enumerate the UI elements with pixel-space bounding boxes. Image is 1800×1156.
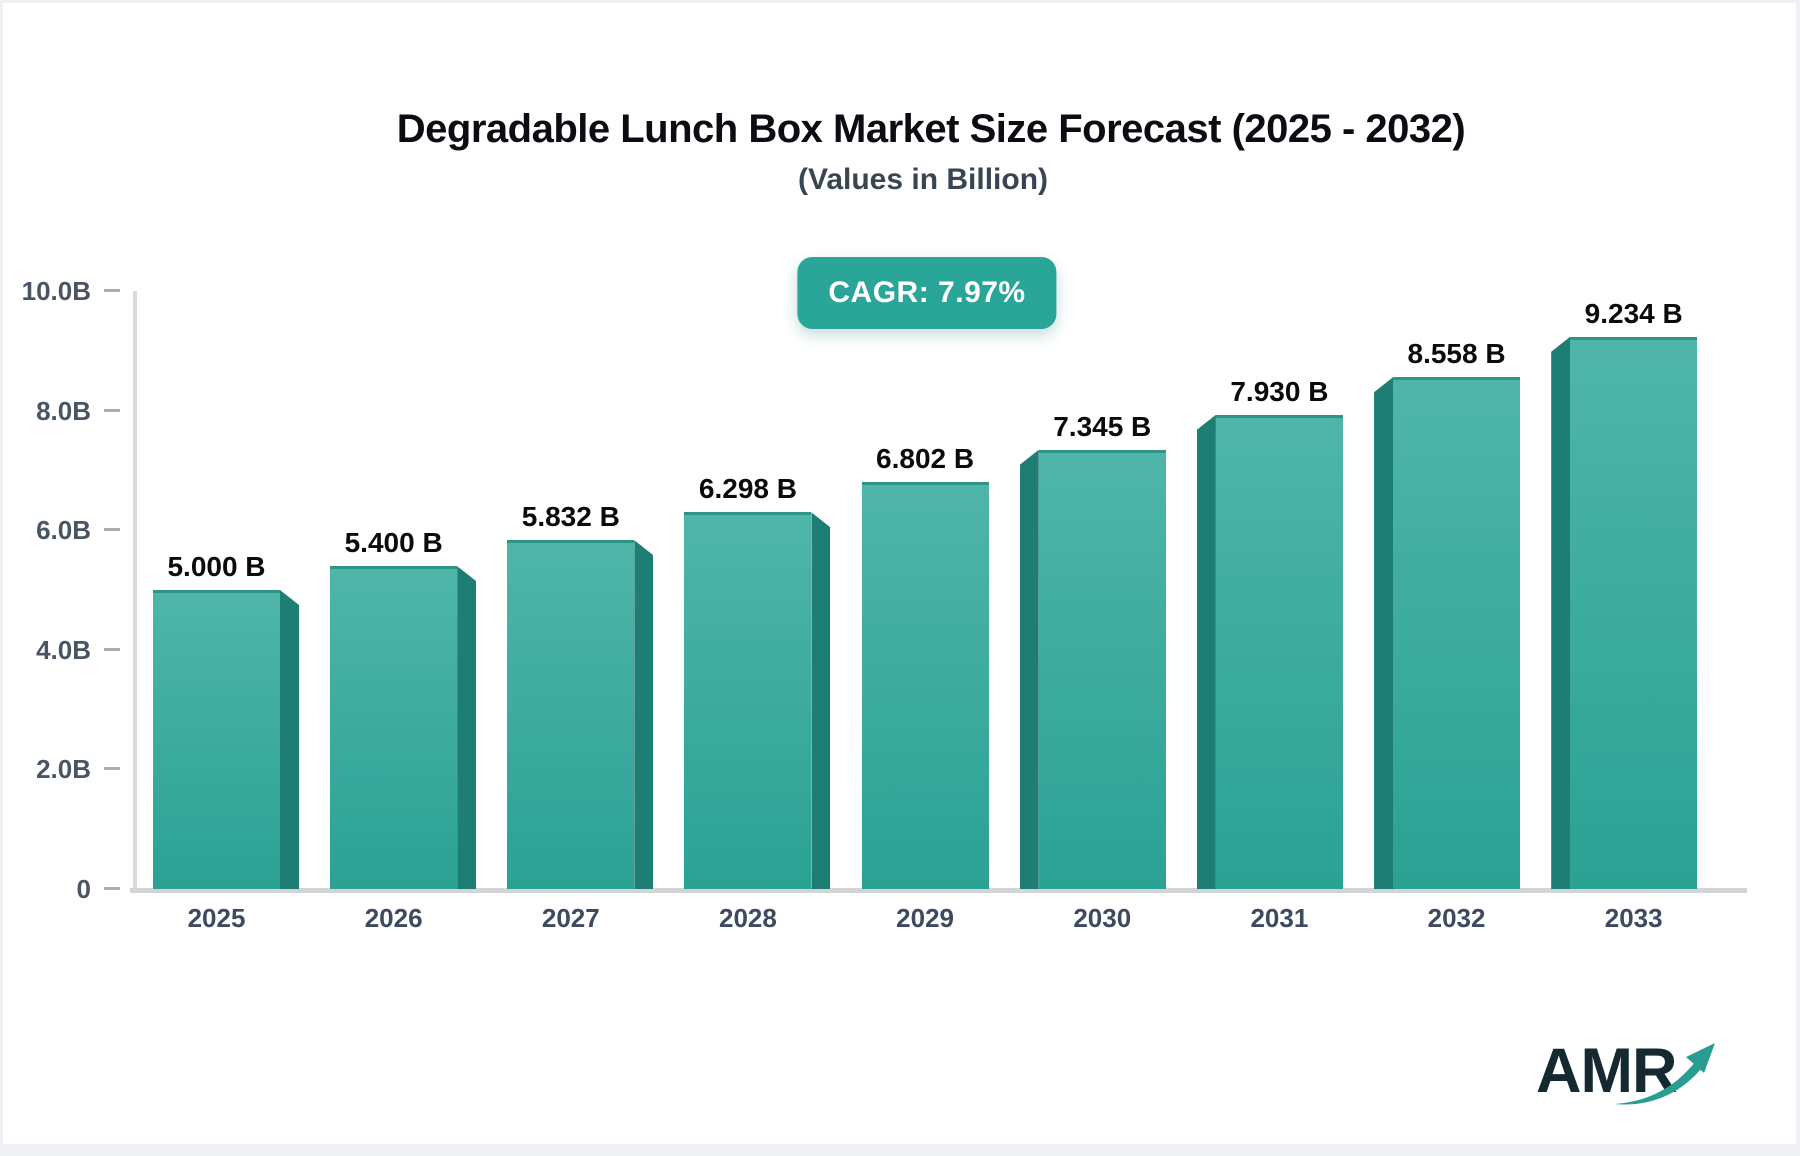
- bar-2029[interactable]: [861, 482, 989, 889]
- y-tick-mark: [104, 408, 120, 412]
- bar-2033[interactable]: [1570, 336, 1698, 889]
- bar-value-label-2026: 5.400 B: [344, 527, 443, 559]
- y-tick-label-10.0B: 10.0B: [21, 276, 91, 306]
- bar-2031[interactable]: [1215, 414, 1343, 889]
- chart-subtitle: (Values in Billion): [797, 163, 1049, 196]
- cagr-label: CAGR: 7.97%: [828, 276, 1026, 309]
- x-axis-label-2026: 2026: [364, 903, 423, 933]
- x-axis-line: [130, 888, 1747, 893]
- amr-logo: AMR: [1536, 1035, 1716, 1110]
- y-tick-label-0: 0: [76, 874, 91, 904]
- bar-side-face: [1374, 377, 1394, 889]
- x-axis-label-2028: 2028: [719, 903, 777, 933]
- arrow-swoosh: [1614, 1061, 1702, 1105]
- bar-value-label-2030: 7.345 B: [1053, 410, 1152, 442]
- bar-value-label-2033: 9.234 B: [1584, 297, 1683, 329]
- bar-side-face: [280, 590, 299, 889]
- chart-card: Degradable Lunch Box Market Size Forecas…: [3, 3, 1796, 1144]
- bar-2025[interactable]: [153, 590, 280, 889]
- chart-title: Degradable Lunch Box Market Size Forecas…: [396, 107, 1466, 151]
- amr-logo-text: AMR: [1536, 1036, 1677, 1106]
- y-tick-mark: [104, 647, 120, 651]
- y-tick-mark: [104, 289, 120, 292]
- x-axis-label-2031: 2031: [1250, 903, 1309, 933]
- bar-2030[interactable]: [1038, 449, 1166, 889]
- y-tick-mark: [104, 528, 120, 532]
- bar-2032[interactable]: [1393, 377, 1521, 889]
- bar-value-label-2028: 6.298 B: [698, 473, 797, 505]
- y-tick-mark: [104, 767, 120, 771]
- bar-side-face: [457, 566, 477, 889]
- bar-side-face: [1551, 336, 1571, 889]
- x-axis-label-2025: 2025: [187, 903, 246, 933]
- x-axis-label-2029: 2029: [896, 903, 955, 933]
- cagr-badge: CAGR: 7.97%: [797, 257, 1057, 329]
- y-tick-label-4.0B: 4.0B: [36, 634, 91, 665]
- bar-2028[interactable]: [684, 512, 812, 889]
- arrow-head: [1686, 1043, 1715, 1073]
- bar-side-face: [811, 512, 831, 889]
- y-tick-label-2.0B: 2.0B: [36, 754, 91, 785]
- bar-value-label-2032: 8.558 B: [1407, 338, 1506, 370]
- x-axis-label-2032: 2032: [1427, 903, 1486, 933]
- bar-value-label-2025: 5.000 B: [167, 551, 266, 582]
- bar-side-face: [1019, 449, 1039, 889]
- y-tick-label-8.0B: 8.0B: [36, 395, 91, 426]
- bar-2026[interactable]: [330, 566, 458, 889]
- x-axis-label-2027: 2027: [541, 903, 600, 933]
- y-tick-label-6.0B: 6.0B: [36, 515, 91, 546]
- bar-2027[interactable]: [507, 540, 635, 889]
- x-axis-label-2033: 2033: [1604, 903, 1663, 933]
- x-axis-label-2030: 2030: [1073, 903, 1132, 933]
- bar-side-face: [634, 540, 654, 889]
- bar-value-label-2027: 5.832 B: [521, 501, 620, 533]
- bar-value-label-2031: 7.930 B: [1230, 375, 1329, 407]
- bar-value-label-2029: 6.802 B: [876, 443, 975, 475]
- bar-side-face: [1196, 414, 1216, 889]
- y-axis-line: [133, 291, 137, 892]
- y-tick-mark: [104, 887, 120, 890]
- growth-arrow-icon: [1614, 1043, 1715, 1105]
